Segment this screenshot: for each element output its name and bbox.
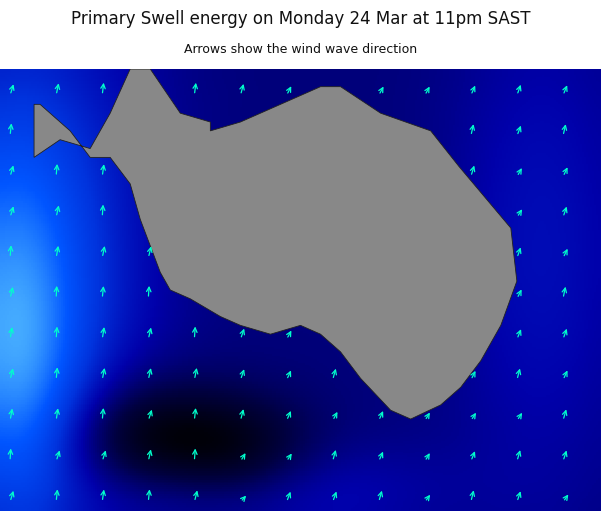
Polygon shape bbox=[34, 69, 517, 419]
Text: Primary Swell energy on Monday 24 Mar at 11pm SAST: Primary Swell energy on Monday 24 Mar at… bbox=[71, 10, 530, 28]
Text: Arrows show the wind wave direction: Arrows show the wind wave direction bbox=[184, 43, 417, 56]
